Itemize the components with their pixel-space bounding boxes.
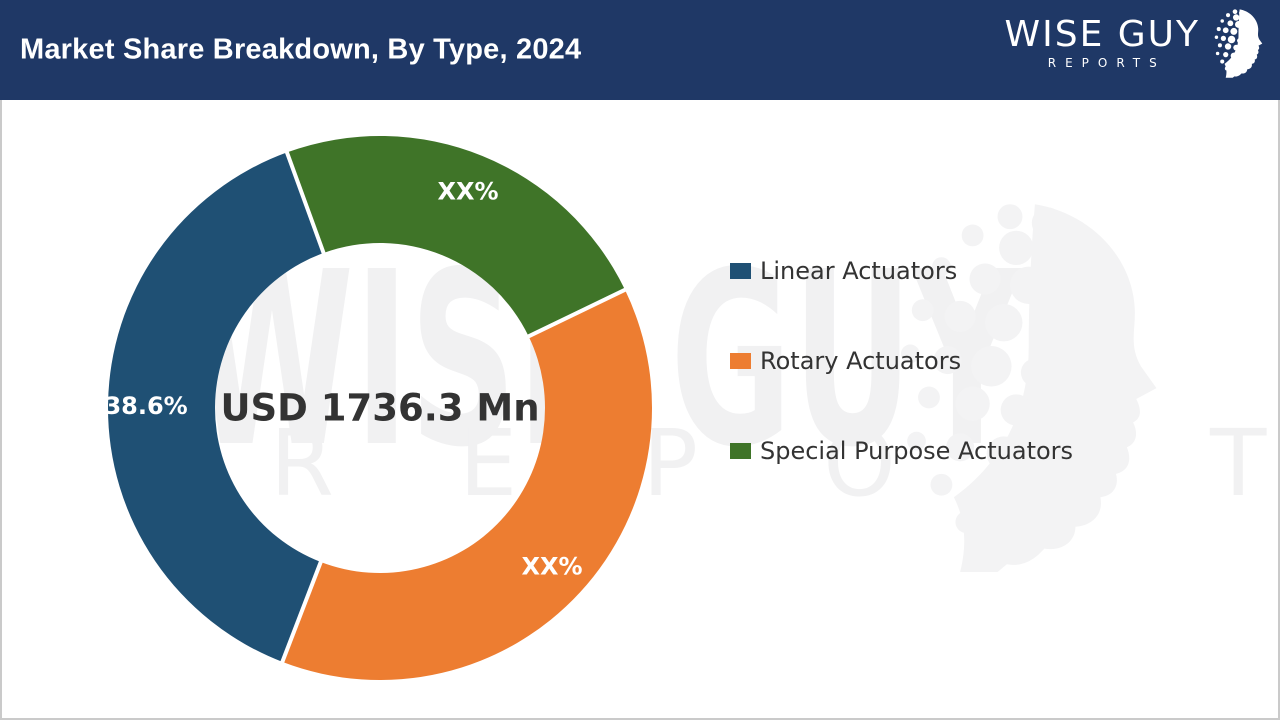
slice-value-label: XX% — [438, 177, 499, 205]
slice-gap — [524, 286, 630, 340]
legend-swatch-icon — [730, 443, 751, 459]
wise-guy-logo: WISE GUY REPORTS — [1005, 8, 1265, 78]
legend-item-rotary-actuators: Rotary Actuators — [730, 346, 1073, 376]
slice-gap — [283, 147, 327, 258]
face-profile-dots-icon — [1214, 9, 1263, 78]
chart-canvas: WISE GUY R E P O R T S 38.6%XX%XX% USD 1… — [0, 100, 1280, 720]
legend-item-special-purpose-actuators: Special Purpose Actuators — [730, 436, 1073, 466]
logo-text: WISE GUY REPORTS — [1005, 16, 1201, 70]
logo-subtitle: REPORTS — [1047, 55, 1166, 70]
donut-center-value: USD 1736.3 Mn — [220, 386, 540, 430]
slice-linear-actuators — [107, 152, 324, 662]
slice-gap — [279, 557, 325, 667]
slice-special-purpose-actuators — [286, 136, 625, 337]
donut-chart: 38.6% XX% XX% — [104, 136, 653, 681]
legend-swatch-icon — [730, 263, 751, 279]
slice-value-label: 38.6% — [104, 392, 187, 420]
slice-rotary-actuators — [282, 289, 653, 681]
legend-swatch-icon — [730, 353, 751, 369]
legend-item-linear-actuators: Linear Actuators — [730, 256, 1073, 286]
chart-legend: Linear Actuators Rotary Actuators Specia… — [730, 256, 1073, 466]
legend-label: Rotary Actuators — [760, 347, 962, 375]
logo-wordmark: WISE GUY — [1004, 14, 1200, 56]
header-bar: Market Share Breakdown, By Type, 2024 WI… — [0, 0, 1280, 100]
legend-label: Special Purpose Actuators — [760, 437, 1074, 465]
legend-label: Linear Actuators — [760, 257, 958, 285]
page-title: Market Share Breakdown, By Type, 2024 — [20, 33, 582, 66]
slice-value-label: XX% — [522, 552, 583, 580]
